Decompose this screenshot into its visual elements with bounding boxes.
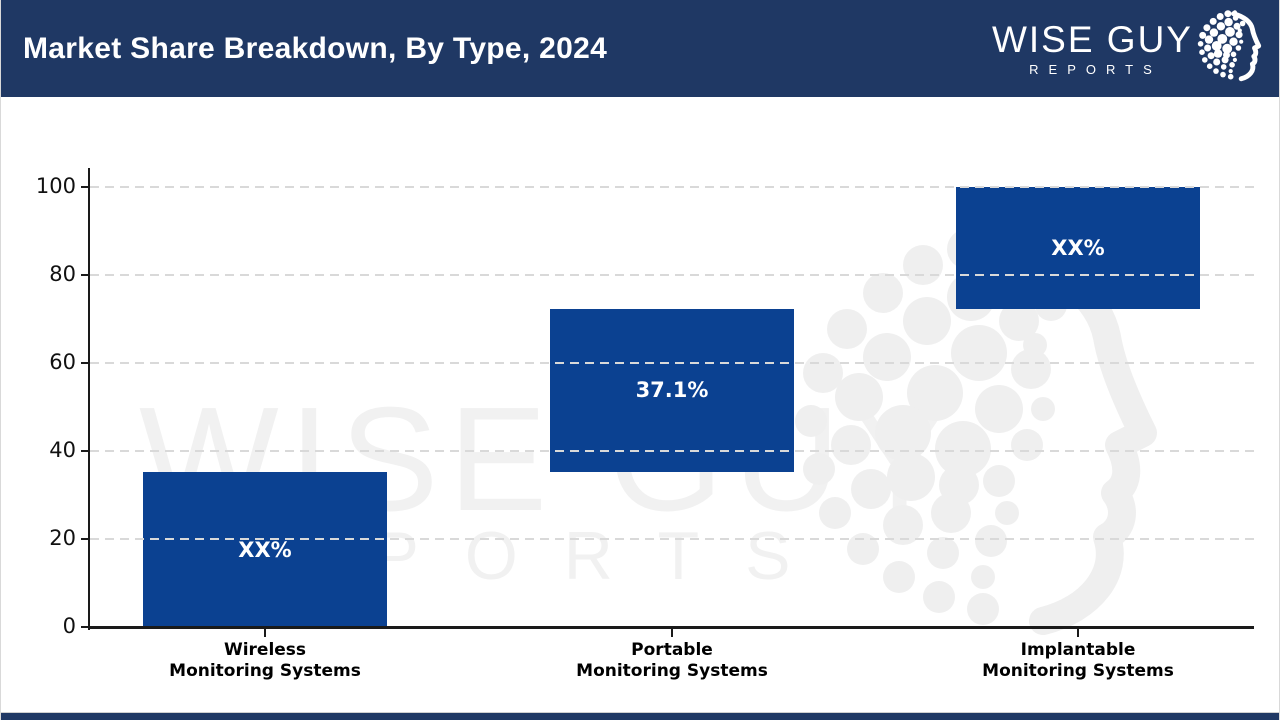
bar-3: XX% bbox=[956, 187, 1200, 309]
y-tick-label: 60 bbox=[49, 350, 76, 374]
gridline-40 bbox=[90, 450, 1254, 452]
y-tick-mark bbox=[81, 538, 90, 540]
x-tick-mark bbox=[1077, 629, 1079, 637]
x-category-label: Wireless Monitoring Systems bbox=[100, 640, 430, 682]
y-tick-label: 40 bbox=[49, 438, 76, 462]
gridline-60 bbox=[90, 362, 1254, 364]
x-category-label-line: Monitoring Systems bbox=[576, 661, 768, 681]
logo-subtext: REPORTS bbox=[1029, 61, 1162, 77]
y-tick-mark bbox=[81, 186, 90, 188]
footer-bar bbox=[1, 712, 1279, 720]
x-category-label-line: Implantable bbox=[1020, 640, 1136, 660]
x-category-label: Portable Monitoring Systems bbox=[507, 640, 837, 682]
y-tick-mark bbox=[81, 274, 90, 276]
logo-face-icon bbox=[1195, 6, 1265, 90]
gridline-80 bbox=[90, 274, 1254, 276]
x-category-label-line: Monitoring Systems bbox=[169, 661, 361, 681]
chart-title: Market Share Breakdown, By Type, 2024 bbox=[23, 31, 608, 65]
gridline-20 bbox=[90, 538, 1254, 540]
x-tick-mark bbox=[671, 629, 673, 637]
y-tick-mark bbox=[81, 626, 90, 628]
x-category-label-line: Portable bbox=[631, 640, 713, 660]
y-tick-label: 80 bbox=[49, 262, 76, 286]
wiseguy-logo: WISE GUY REPORTS bbox=[992, 8, 1265, 90]
bar-2: 37.1% bbox=[550, 308, 794, 473]
logo-wordmark: WISE GUY bbox=[991, 18, 1193, 60]
gridline-100 bbox=[90, 186, 1254, 188]
y-axis-line bbox=[88, 168, 90, 630]
y-tick-mark bbox=[81, 362, 90, 364]
x-tick-mark bbox=[264, 629, 266, 637]
x-category-label: Implantable Monitoring Systems bbox=[913, 640, 1243, 682]
logo-text: WISE GUY REPORTS bbox=[992, 21, 1193, 77]
header-bar: Market Share Breakdown, By Type, 2024 WI… bbox=[1, 0, 1279, 97]
y-tick-label: 20 bbox=[49, 526, 76, 550]
x-category-label-line: Wireless bbox=[223, 640, 307, 660]
bar-1: XX% bbox=[143, 472, 387, 627]
bar-value-label: XX% bbox=[1051, 235, 1105, 260]
chart-area: WISE GUY REPORTS XX%37.1%XX%020406080100… bbox=[1, 97, 1279, 713]
bar-value-label: 37.1% bbox=[635, 378, 709, 403]
x-axis-line bbox=[88, 626, 1254, 629]
x-category-label-line: Monitoring Systems bbox=[982, 661, 1174, 681]
y-tick-mark bbox=[81, 450, 90, 452]
y-tick-label: 100 bbox=[35, 174, 76, 198]
bar-value-label: XX% bbox=[238, 537, 292, 562]
y-tick-label: 0 bbox=[62, 614, 76, 638]
